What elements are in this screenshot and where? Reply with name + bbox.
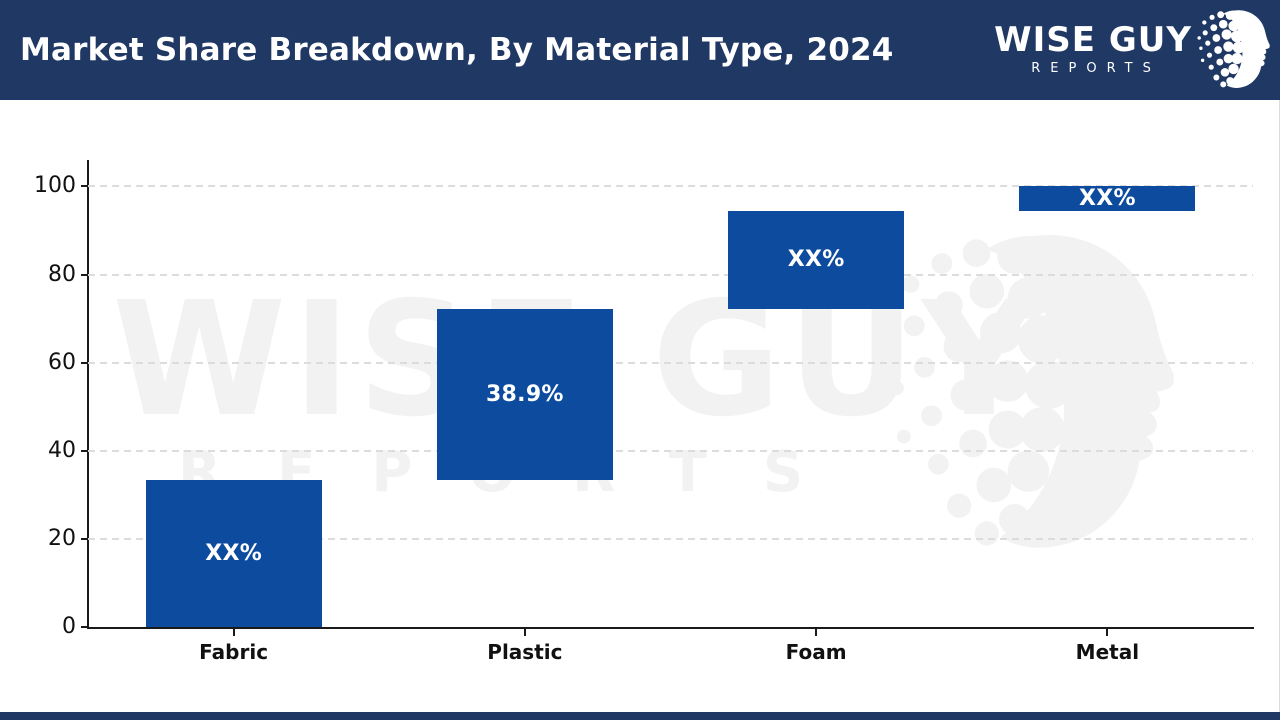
brand-subtitle: REPORTS (1031, 61, 1161, 76)
x-tick-mark-metal (1106, 629, 1109, 636)
y-tick-label-40: 40 (48, 437, 76, 463)
y-tick-mark-0 (81, 626, 88, 628)
gridline-80 (88, 273, 1253, 276)
brand-name: WISE GUY (994, 20, 1192, 60)
y-tick-mark-60 (81, 361, 88, 364)
gridline-40 (88, 449, 1253, 452)
y-tick-mark-40 (81, 449, 88, 452)
x-axis-line (87, 627, 1254, 629)
x-tick-label-plastic: Plastic (487, 640, 563, 664)
x-tick-mark-plastic (523, 629, 526, 636)
bar-foam: XX% (728, 211, 905, 309)
bar-value-label-foam: XX% (787, 247, 845, 273)
bar-metal: XX% (1019, 186, 1196, 212)
gridline-100 (88, 185, 1253, 188)
gridline-60 (88, 361, 1253, 364)
x-tick-mark-fabric (232, 629, 235, 636)
bar-plastic: 38.9% (436, 308, 613, 481)
page-title: Market Share Breakdown, By Material Type… (20, 32, 894, 68)
y-tick-label-0: 0 (62, 614, 76, 639)
y-tick-mark-80 (81, 273, 88, 276)
y-tick-label-60: 60 (48, 349, 76, 375)
bar-value-label-metal: XX% (1078, 186, 1136, 212)
bar-value-label-plastic: 38.9% (485, 382, 564, 408)
x-tick-label-foam: Foam (785, 640, 847, 664)
y-axis-line (87, 160, 89, 629)
footer-band (0, 712, 1280, 720)
bar-fabric: XX% (145, 480, 322, 627)
bar-value-label-fabric: XX% (205, 541, 263, 567)
y-tick-label-20: 20 (48, 525, 76, 551)
brand-logo-text: WISE GUY REPORTS (994, 22, 1192, 76)
gridline-20 (88, 537, 1253, 540)
y-tick-mark-100 (81, 185, 88, 188)
y-tick-mark-20 (81, 537, 88, 540)
brand-logo: WISE GUY REPORTS (994, 0, 1270, 100)
x-tick-label-fabric: Fabric (199, 640, 269, 664)
x-tick-mark-foam (815, 629, 818, 636)
y-tick-label-80: 80 (48, 261, 76, 287)
x-tick-label-metal: Metal (1075, 640, 1140, 664)
y-tick-label-100: 100 (34, 173, 76, 199)
header-band: Market Share Breakdown, By Material Type… (0, 0, 1280, 100)
